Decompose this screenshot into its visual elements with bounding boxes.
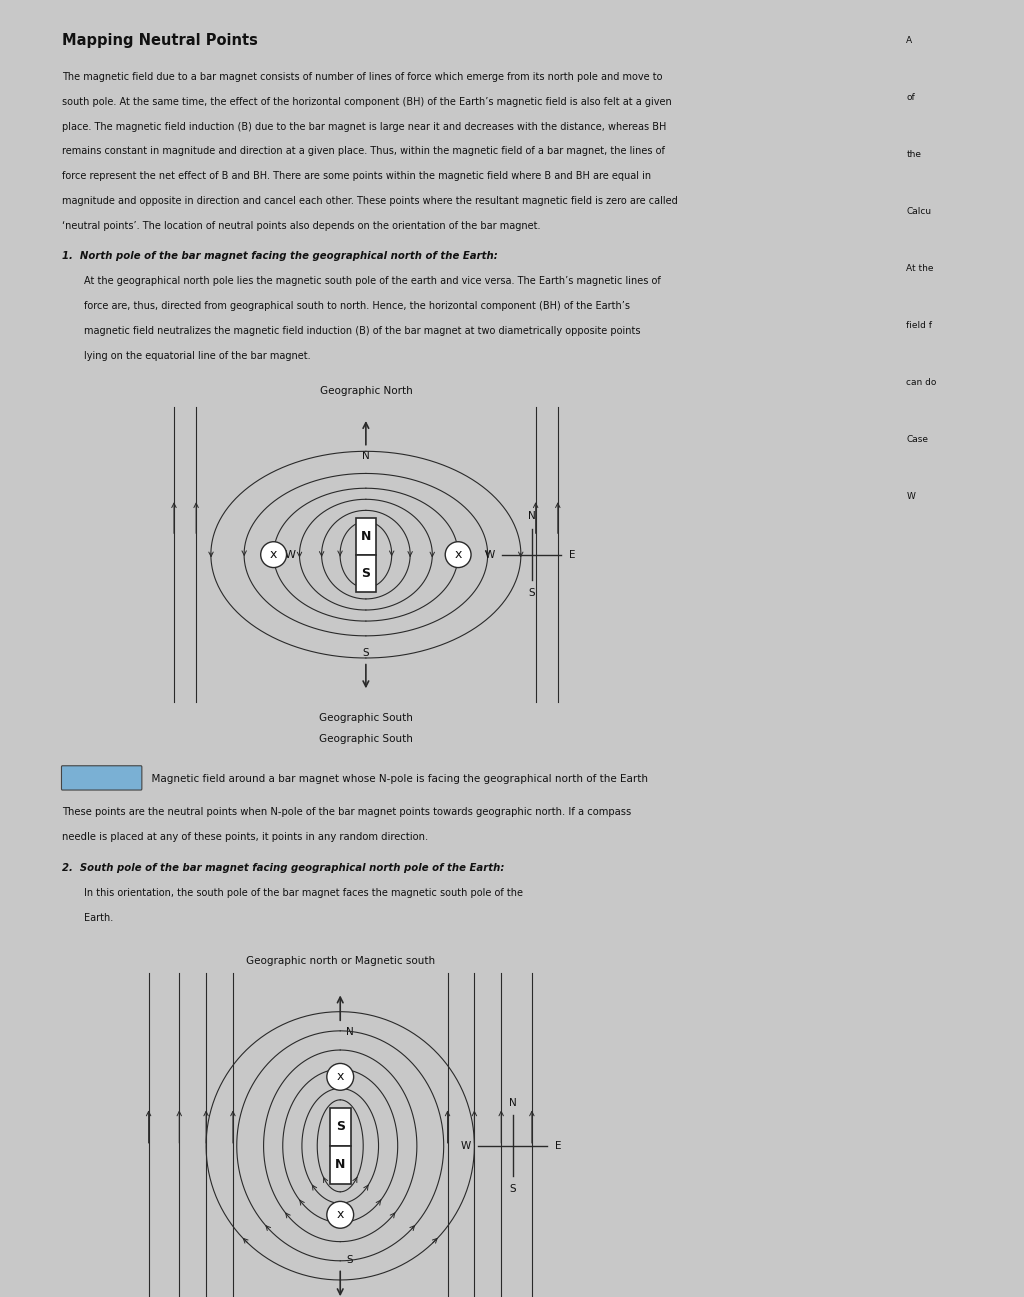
- Text: of: of: [906, 93, 915, 102]
- Text: 2.  South pole of the bar magnet facing geographical north pole of the Earth:: 2. South pole of the bar magnet facing g…: [62, 863, 505, 873]
- Text: force represent the net effect of B and BH. There are some points within the mag: force represent the net effect of B and …: [62, 171, 651, 182]
- Text: Figure 7.6: Figure 7.6: [72, 773, 132, 783]
- Text: south pole. At the same time, the effect of the horizontal component (BH) of the: south pole. At the same time, the effect…: [62, 97, 672, 106]
- Text: lying on the equatorial line of the bar magnet.: lying on the equatorial line of the bar …: [84, 351, 310, 361]
- Text: magnetic field neutralizes the magnetic field induction (B) of the bar magnet at: magnetic field neutralizes the magnetic …: [84, 326, 640, 336]
- Text: W: W: [285, 550, 296, 559]
- Text: N: N: [509, 1097, 516, 1108]
- Text: E: E: [555, 1141, 561, 1150]
- Text: At the geographical north pole lies the magnetic south pole of the earth and vic: At the geographical north pole lies the …: [84, 276, 660, 287]
- Text: can do: can do: [906, 379, 937, 388]
- Text: force are, thus, directed from geographical south to north. Hence, the horizonta: force are, thus, directed from geographi…: [84, 301, 630, 311]
- Text: Geographic north or Magnetic south: Geographic north or Magnetic south: [246, 956, 435, 966]
- Text: magnitude and opposite in direction and cancel each other. These points where th: magnitude and opposite in direction and …: [62, 196, 678, 206]
- Circle shape: [445, 542, 471, 568]
- Bar: [355, 518, 376, 555]
- Bar: [330, 1108, 351, 1145]
- Text: W: W: [484, 550, 495, 559]
- Text: Geographic North: Geographic North: [319, 387, 413, 396]
- Text: field f: field f: [906, 322, 932, 331]
- Text: S: S: [362, 648, 370, 658]
- Text: Geographic South: Geographic South: [318, 713, 413, 724]
- Text: Magnetic field around a bar magnet whose N-pole is facing the geographical north: Magnetic field around a bar magnet whose…: [145, 773, 648, 783]
- Text: Earth.: Earth.: [84, 913, 113, 922]
- Bar: [355, 555, 376, 591]
- Text: S: S: [336, 1121, 345, 1134]
- Text: x: x: [270, 549, 278, 562]
- Text: At the: At the: [906, 265, 934, 274]
- Text: These points are the neutral points when N-pole of the bar magnet points towards: These points are the neutral points when…: [62, 807, 632, 817]
- Text: Case: Case: [906, 436, 928, 445]
- Text: 1.  North pole of the bar magnet facing the geographical north of the Earth:: 1. North pole of the bar magnet facing t…: [62, 252, 498, 261]
- Bar: [330, 1145, 351, 1184]
- Text: N: N: [335, 1158, 345, 1171]
- Text: W: W: [906, 493, 915, 502]
- FancyBboxPatch shape: [61, 765, 142, 790]
- Text: The magnetic field due to a bar magnet consists of number of lines of force whic: The magnetic field due to a bar magnet c…: [62, 71, 663, 82]
- Text: x: x: [337, 1070, 344, 1083]
- Text: N: N: [362, 451, 370, 462]
- Text: E: E: [569, 550, 575, 559]
- Circle shape: [327, 1201, 353, 1228]
- Text: the: the: [906, 150, 922, 160]
- Text: place. The magnetic field induction (B) due to the bar magnet is large near it a: place. The magnetic field induction (B) …: [62, 122, 667, 131]
- Text: W: W: [460, 1141, 471, 1150]
- Text: In this orientation, the south pole of the bar magnet faces the magnetic south p: In this orientation, the south pole of t…: [84, 887, 522, 898]
- Text: S: S: [346, 1254, 352, 1265]
- Text: Calcu: Calcu: [906, 208, 932, 217]
- Circle shape: [327, 1064, 353, 1091]
- Text: S: S: [528, 588, 536, 598]
- Text: N: N: [346, 1027, 353, 1038]
- Text: ‘neutral points’. The location of neutral points also depends on the orientation: ‘neutral points’. The location of neutra…: [62, 222, 541, 231]
- Circle shape: [261, 542, 287, 568]
- Text: x: x: [337, 1209, 344, 1222]
- Text: N: N: [528, 511, 536, 521]
- Text: N: N: [360, 529, 371, 542]
- Text: S: S: [509, 1184, 516, 1195]
- Text: Geographic South: Geographic South: [318, 734, 413, 743]
- Text: Mapping Neutral Points: Mapping Neutral Points: [62, 34, 258, 48]
- Text: remains constant in magnitude and direction at a given place. Thus, within the m: remains constant in magnitude and direct…: [62, 147, 666, 157]
- Text: A: A: [906, 36, 912, 45]
- Text: needle is placed at any of these points, it points in any random direction.: needle is placed at any of these points,…: [62, 831, 429, 842]
- Text: x: x: [455, 549, 462, 562]
- Text: S: S: [361, 567, 371, 580]
